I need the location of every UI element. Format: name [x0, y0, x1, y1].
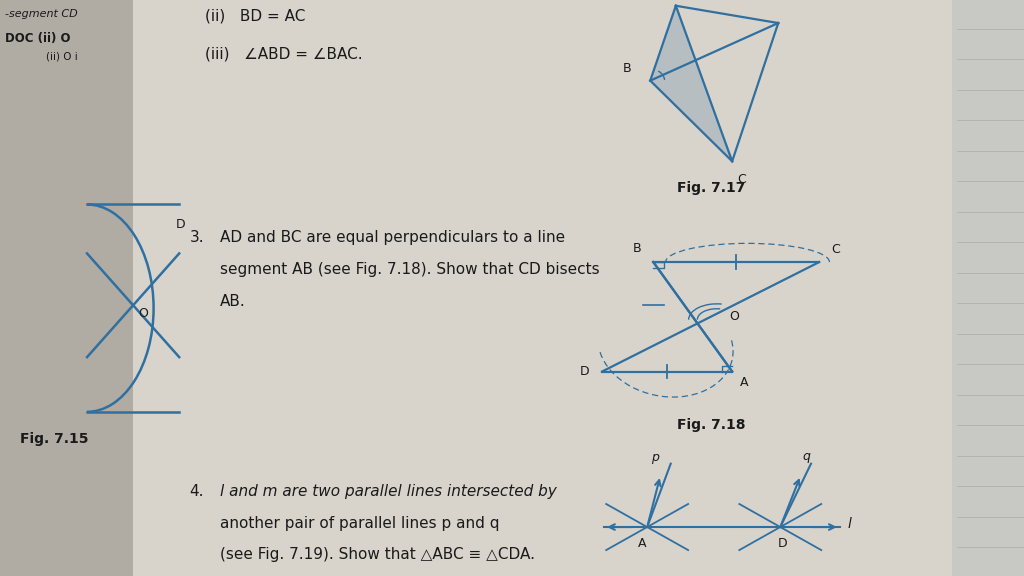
Text: O: O: [729, 310, 739, 323]
Text: D: D: [777, 537, 787, 551]
Text: 3.: 3.: [189, 230, 204, 245]
Text: (see Fig. 7.19). Show that △ABC ≡ △CDA.: (see Fig. 7.19). Show that △ABC ≡ △CDA.: [220, 547, 536, 562]
Text: l: l: [848, 517, 852, 531]
Text: C: C: [737, 173, 746, 186]
Text: D: D: [581, 365, 590, 378]
Text: C: C: [831, 243, 841, 256]
Text: AD and BC are equal perpendiculars to a line: AD and BC are equal perpendiculars to a …: [220, 230, 565, 245]
Text: B: B: [633, 242, 641, 255]
Text: p: p: [651, 450, 659, 464]
Bar: [133, 0, 1024, 576]
Bar: [0, 0, 133, 576]
Text: Fig. 7.18: Fig. 7.18: [678, 418, 745, 431]
Text: q: q: [802, 449, 810, 463]
Text: A: A: [638, 537, 646, 551]
Text: D: D: [176, 218, 185, 231]
Text: another pair of parallel lines p and q: another pair of parallel lines p and q: [220, 516, 500, 530]
Bar: [952, 0, 1024, 576]
Text: B: B: [624, 62, 632, 75]
Text: (iii)   ∠ABD = ∠BAC.: (iii) ∠ABD = ∠BAC.: [205, 46, 362, 61]
Text: -segment CD: -segment CD: [5, 9, 78, 18]
Text: (ii) O i: (ii) O i: [46, 52, 78, 62]
Text: Fig. 7.17: Fig. 7.17: [678, 181, 745, 195]
Polygon shape: [650, 6, 732, 161]
Text: O: O: [138, 308, 148, 320]
Text: AB.: AB.: [220, 294, 246, 309]
Text: DOC (ii) O: DOC (ii) O: [5, 32, 71, 45]
Text: Fig. 7.15: Fig. 7.15: [20, 432, 89, 446]
Text: segment AB (see Fig. 7.18). Show that CD bisects: segment AB (see Fig. 7.18). Show that CD…: [220, 262, 600, 277]
Text: l and m are two parallel lines intersected by: l and m are two parallel lines intersect…: [220, 484, 557, 499]
Text: 4.: 4.: [189, 484, 204, 499]
Text: A: A: [740, 376, 749, 389]
Text: (ii)   BD = AC: (ii) BD = AC: [205, 9, 305, 24]
